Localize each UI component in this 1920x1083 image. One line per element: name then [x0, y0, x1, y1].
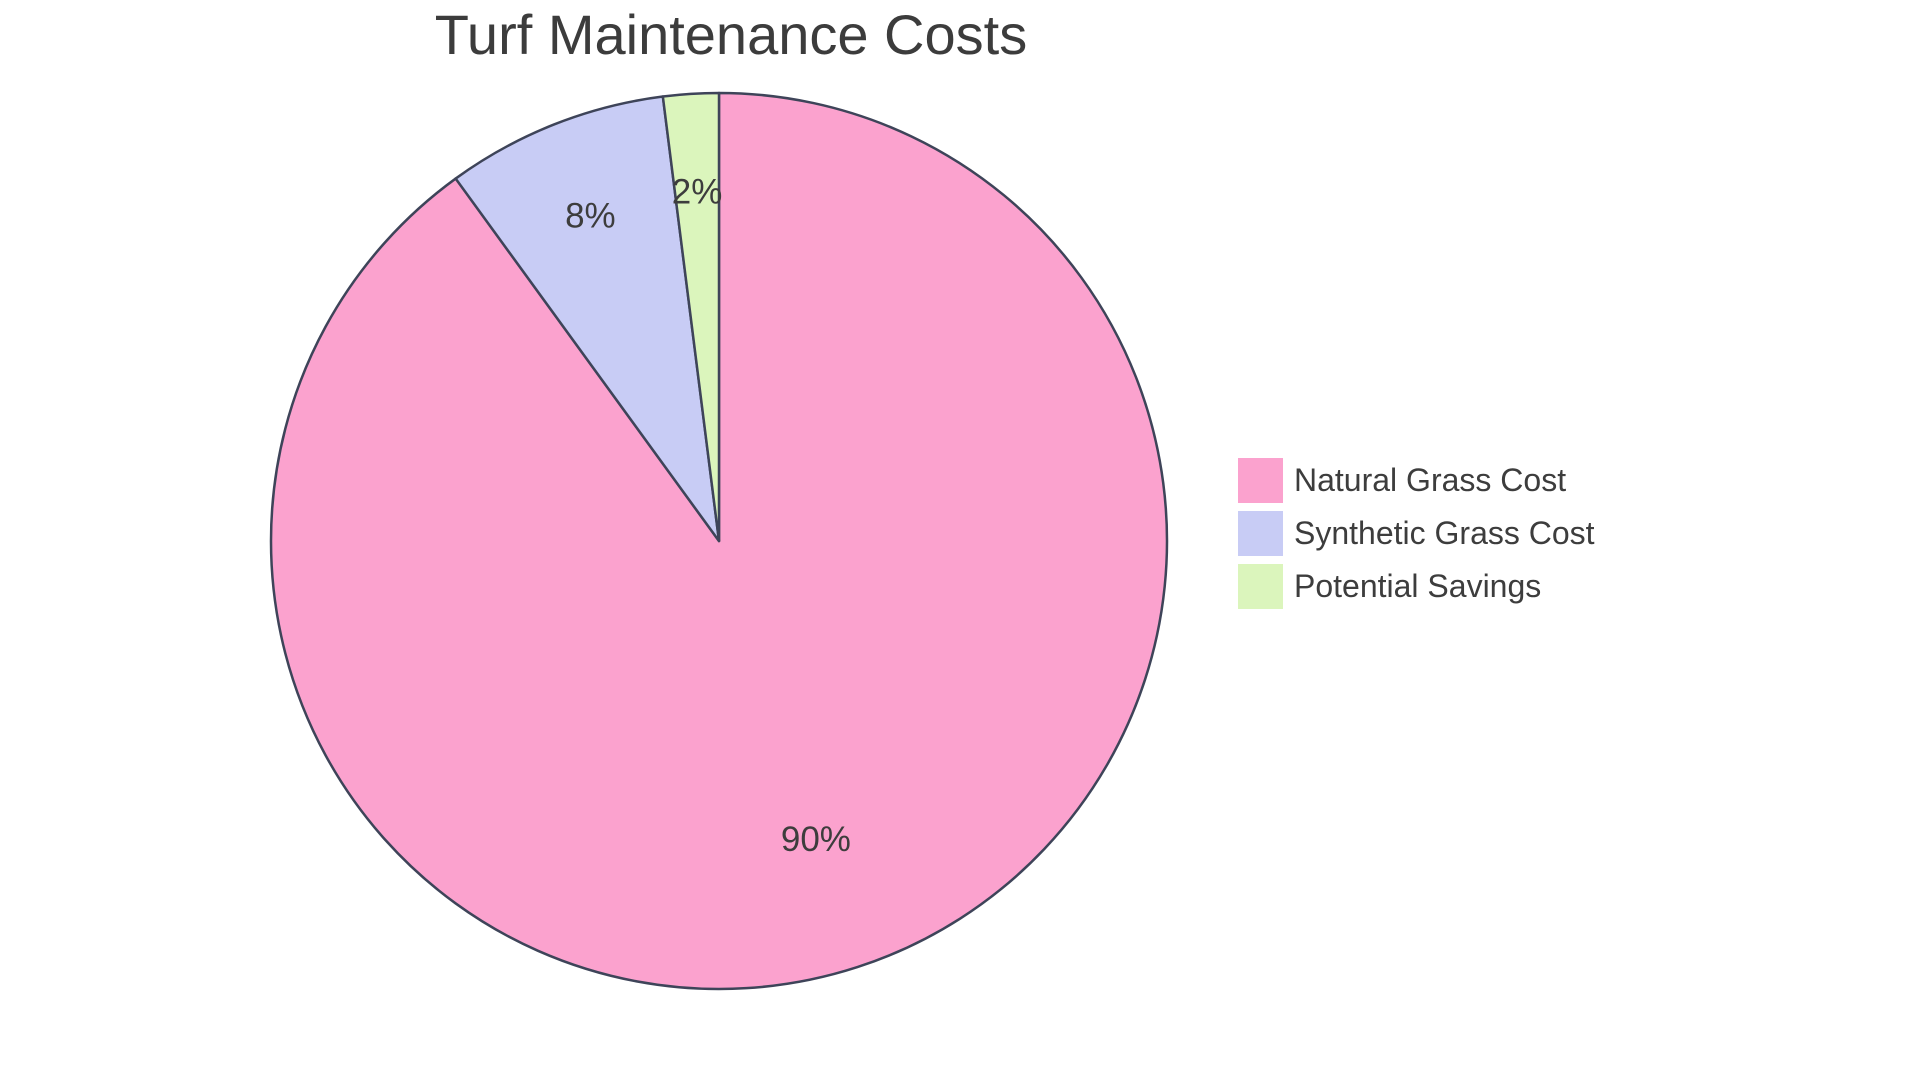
legend-swatch — [1238, 458, 1283, 503]
legend: Natural Grass Cost Synthetic Grass Cost Po… — [1238, 458, 1595, 609]
legend-item: Synthetic Grass Cost — [1238, 511, 1595, 556]
pie-slice-potential-savings — [661, 91, 721, 543]
slice-percent-label: 8% — [565, 197, 616, 236]
chart-title: Turf Maintenance Costs — [434, 3, 1028, 66]
legend-item: Natural Grass Cost — [1238, 458, 1595, 503]
pie-slice-synthetic-grass-cost — [454, 95, 721, 543]
legend-swatch — [1238, 511, 1283, 556]
slice-percent-label: 2% — [672, 173, 723, 212]
legend-swatch — [1238, 564, 1283, 609]
legend-label: Potential Savings — [1294, 568, 1542, 604]
legend-item: Potential Savings — [1238, 564, 1595, 609]
legend-label: Synthetic Grass Cost — [1294, 515, 1595, 551]
legend-label: Natural Grass Cost — [1294, 462, 1567, 498]
slice-percent-label: 90% — [781, 820, 851, 859]
